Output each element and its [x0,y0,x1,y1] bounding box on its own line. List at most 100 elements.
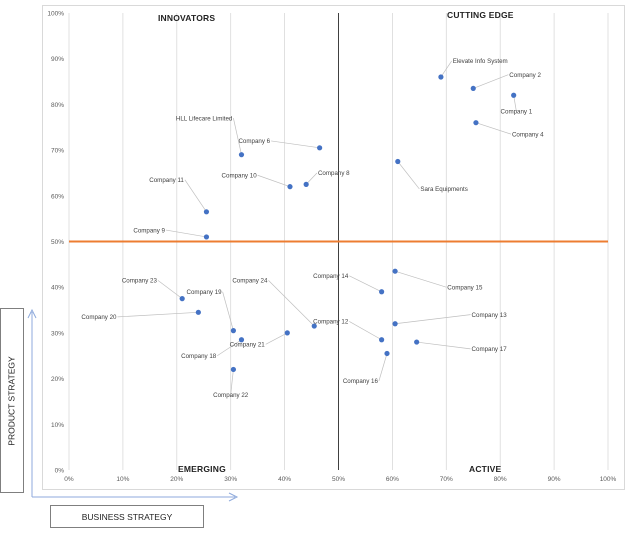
data-point [230,366,236,373]
y-tick-label: 80% [51,102,64,109]
leader-line [233,118,242,155]
quadrant-label-cutting-edge: CUTTING EDGE [447,10,514,20]
data-label: Company 20 [81,314,117,321]
data-point [473,120,479,126]
x-tick-label: 80% [494,476,507,483]
leader-line [378,353,388,381]
data-label: Company 15 [447,284,483,291]
x-tick-label: 30% [224,476,237,483]
data-point [379,337,385,343]
data-label: Company 24 [232,278,268,285]
x-tick-label: 60% [386,476,399,483]
y-axis-title-box: PRODUCT STRATEGY [0,308,24,493]
data-label: Company 17 [472,346,508,353]
leader-line [473,74,509,89]
x-tick-label: 90% [548,476,561,483]
x-tick-label: 70% [440,476,453,483]
quadrant-dividers [69,13,608,470]
chart-frame [42,5,625,490]
x-tick-label: 100% [600,476,617,483]
leader-line [349,321,382,341]
x-tick-label: 50% [332,476,345,483]
data-point [511,92,517,98]
data-point [395,158,401,165]
data-label: Company 4 [512,131,544,138]
data-label: Company 9 [133,227,165,234]
leader-line [157,280,183,299]
data-points [179,74,517,373]
data-point [392,268,398,274]
leader-line [416,341,471,350]
y-tick-label: 0% [55,468,65,475]
data-label: Company 8 [318,170,350,177]
data-label: Sara Equipments [420,186,467,193]
leader-line [268,280,315,327]
leader-line [395,314,471,325]
data-point [438,74,444,80]
leader-lines [117,60,517,395]
data-label: HLL Lifecare Limited [176,115,233,122]
leader-line [230,369,234,395]
leader-line [440,60,452,78]
y-tick-label: 90% [51,56,64,63]
y-axis-title: PRODUCT STRATEGY [7,355,18,446]
data-label: Company 6 [238,138,270,145]
leader-line [165,229,207,238]
axis-ticks: 0% 10% 20% 30% 40% 50% 60% 70% 80% 90% 100% 0% 10% 20… [47,11,616,484]
data-label: Company 11 [149,177,184,184]
data-label: Company 1 [501,108,533,115]
y-tick-label: 40% [51,285,64,292]
data-label: Company 23 [122,278,158,285]
x-tick-label: 20% [170,476,183,483]
x-tick-label: 0% [64,476,74,483]
data-point [230,328,236,334]
quadrant-label-emerging: EMERGING [178,464,226,474]
data-label: Company 10 [222,172,258,179]
data-point [284,330,290,336]
data-label: Company 12 [313,319,349,326]
data-label: Company 21 [230,342,266,349]
leader-line [349,275,382,293]
leader-line [117,311,199,318]
y-tick-label: 50% [51,239,64,246]
data-point [203,209,210,215]
leader-line [271,140,320,149]
axis-arrows [27,308,239,502]
data-point [384,350,390,357]
leader-line [397,161,420,190]
data-point [195,309,201,315]
leader-line [257,174,291,187]
x-tick-label: 10% [116,476,129,483]
data-point [303,181,309,187]
data-point [379,289,385,295]
leader-line [184,179,207,212]
y-tick-label: 10% [51,422,64,429]
data-point [392,321,398,327]
data-point [311,323,317,329]
leader-line [513,95,517,112]
data-point [317,145,323,151]
data-point [470,85,476,92]
data-label: Elevate Info System [453,58,508,65]
data-label: Company 19 [187,289,223,296]
data-point [287,184,293,190]
leader-line [222,291,234,331]
quadrant-label-active: ACTIVE [469,464,502,474]
leader-line [305,172,318,185]
data-label: Company 13 [472,312,508,319]
x-axis-title: BUSINESS STRATEGY [81,511,173,522]
leader-line [217,339,242,357]
data-label: Company 16 [343,378,379,385]
data-point [238,337,245,343]
data-label: Company 18 [181,353,217,360]
data-point [179,296,185,302]
y-tick-label: 30% [51,330,64,337]
leader-line [265,332,288,345]
quadrant-label-innovators: INNOVATORS [158,13,216,23]
data-point [238,152,245,158]
data-label: Company 22 [213,392,249,399]
y-tick-label: 60% [51,193,64,200]
data-point [414,339,420,345]
